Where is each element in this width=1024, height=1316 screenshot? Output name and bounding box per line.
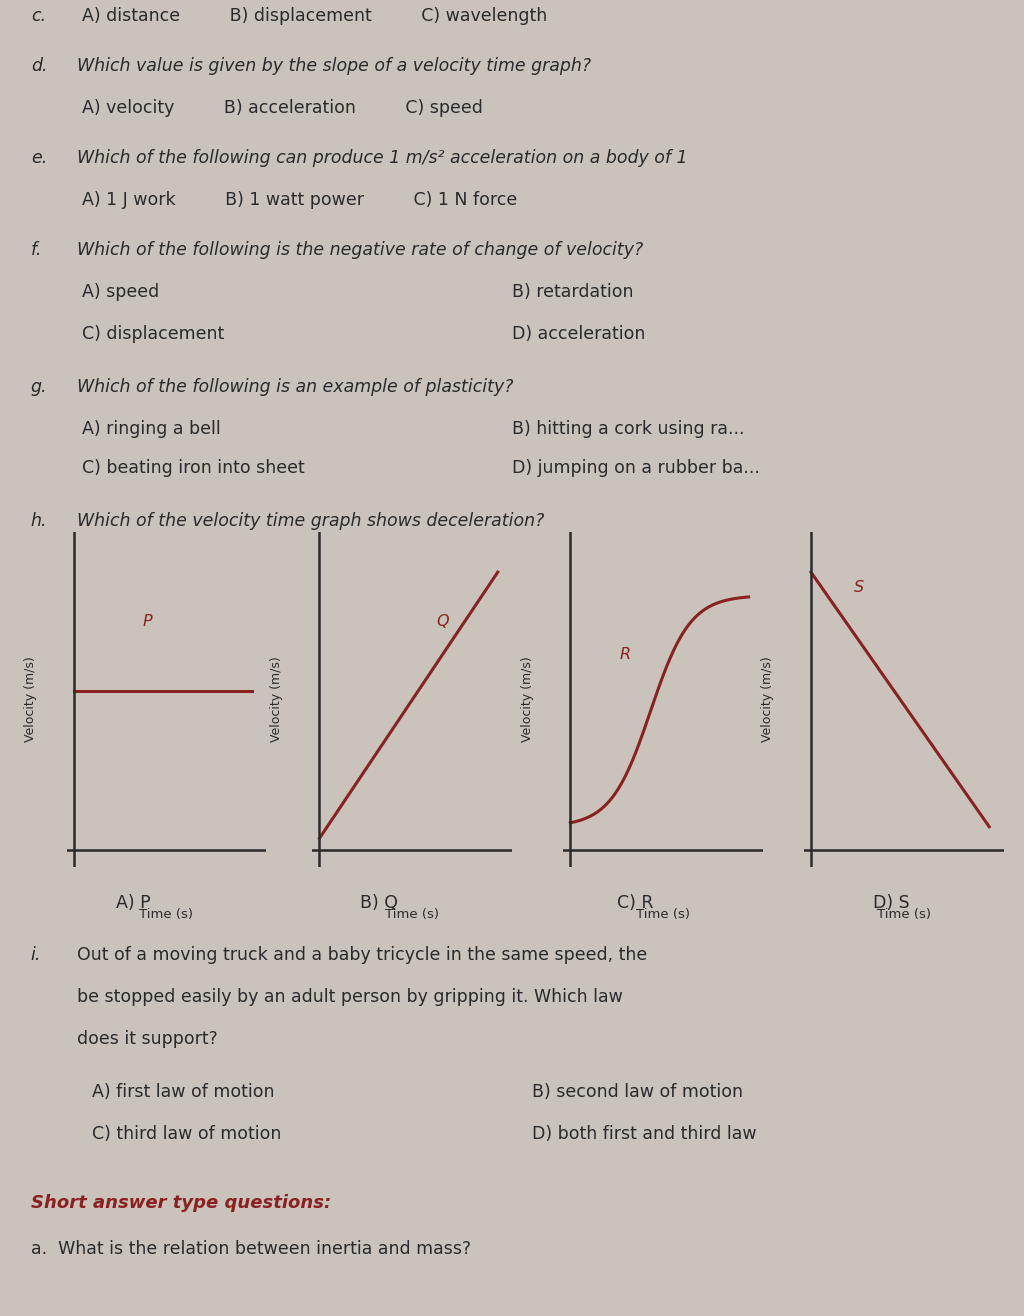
- Text: Velocity (m/s): Velocity (m/s): [762, 657, 774, 742]
- Text: A) 1 J work         B) 1 watt power         C) 1 N force: A) 1 J work B) 1 watt power C) 1 N force: [82, 191, 517, 209]
- Text: Time (s): Time (s): [877, 908, 931, 920]
- Text: Velocity (m/s): Velocity (m/s): [521, 657, 534, 742]
- Text: R: R: [620, 647, 630, 662]
- Text: Short answer type questions:: Short answer type questions:: [31, 1194, 331, 1212]
- Text: A) ringing a bell: A) ringing a bell: [82, 420, 220, 438]
- Text: d.: d.: [31, 57, 47, 75]
- Text: A) speed: A) speed: [82, 283, 159, 301]
- Text: h.: h.: [31, 512, 47, 530]
- Text: Velocity (m/s): Velocity (m/s): [270, 657, 283, 742]
- Text: A) P: A) P: [116, 894, 151, 912]
- Text: Velocity (m/s): Velocity (m/s): [25, 657, 37, 742]
- Text: Time (s): Time (s): [139, 908, 194, 920]
- Text: does it support?: does it support?: [77, 1030, 217, 1049]
- Text: C) third law of motion: C) third law of motion: [92, 1125, 282, 1144]
- Text: Which of the following is the negative rate of change of velocity?: Which of the following is the negative r…: [77, 241, 643, 259]
- Text: be stopped easily by an adult person by gripping it. Which law: be stopped easily by an adult person by …: [77, 988, 623, 1007]
- Text: e.: e.: [31, 149, 47, 167]
- Text: D) acceleration: D) acceleration: [512, 325, 645, 343]
- Text: Out of a moving truck and a baby tricycle in the same speed, the: Out of a moving truck and a baby tricycl…: [77, 946, 647, 965]
- Text: C) R: C) R: [616, 894, 653, 912]
- Text: D) S: D) S: [872, 894, 909, 912]
- Text: c.: c.: [31, 7, 46, 25]
- Text: Which of the velocity time graph shows deceleration?: Which of the velocity time graph shows d…: [77, 512, 544, 530]
- Text: S: S: [854, 580, 864, 595]
- Text: A) first law of motion: A) first law of motion: [92, 1083, 274, 1101]
- Text: Which value is given by the slope of a velocity time graph?: Which value is given by the slope of a v…: [77, 57, 591, 75]
- Text: g.: g.: [31, 378, 47, 396]
- Text: B) Q: B) Q: [359, 894, 398, 912]
- Text: B) retardation: B) retardation: [512, 283, 634, 301]
- Text: P: P: [142, 613, 152, 629]
- Text: Time (s): Time (s): [636, 908, 690, 920]
- Text: A) velocity         B) acceleration         C) speed: A) velocity B) acceleration C) speed: [82, 99, 482, 117]
- Text: Q: Q: [436, 613, 449, 629]
- Text: C) displacement: C) displacement: [82, 325, 224, 343]
- Text: B) hitting a cork using ra...: B) hitting a cork using ra...: [512, 420, 744, 438]
- Text: A) distance         B) displacement         C) wavelength: A) distance B) displacement C) wavelengt…: [82, 7, 547, 25]
- Text: B) second law of motion: B) second law of motion: [532, 1083, 743, 1101]
- Text: Which of the following is an example of plasticity?: Which of the following is an example of …: [77, 378, 513, 396]
- Text: a.  What is the relation between inertia and mass?: a. What is the relation between inertia …: [31, 1240, 471, 1258]
- Text: i.: i.: [31, 946, 41, 965]
- Text: Which of the following can produce 1 m/s² acceleration on a body of 1: Which of the following can produce 1 m/s…: [77, 149, 687, 167]
- Text: f.: f.: [31, 241, 42, 259]
- Text: D) jumping on a rubber ba...: D) jumping on a rubber ba...: [512, 459, 760, 478]
- Text: Time (s): Time (s): [385, 908, 439, 920]
- Text: D) both first and third law: D) both first and third law: [532, 1125, 757, 1144]
- Text: C) beating iron into sheet: C) beating iron into sheet: [82, 459, 305, 478]
